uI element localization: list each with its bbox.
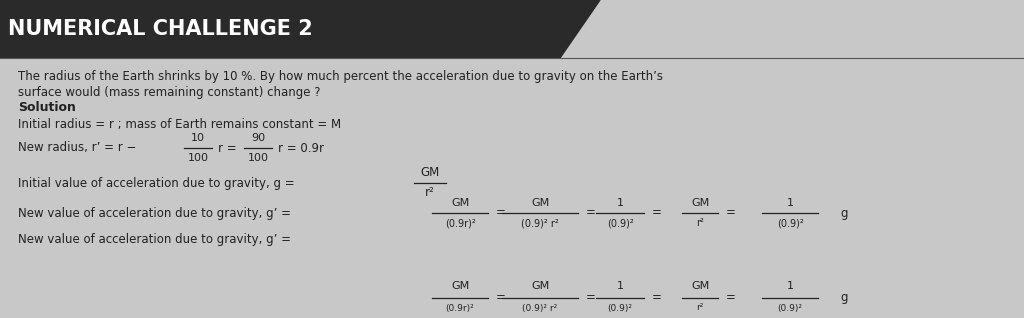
- Text: =: =: [496, 292, 506, 305]
- Text: 1: 1: [786, 281, 794, 291]
- Text: 1: 1: [616, 198, 624, 208]
- Text: (0.9r)²: (0.9r)²: [444, 218, 475, 228]
- Text: New radius, r’ = r −: New radius, r’ = r −: [18, 142, 136, 155]
- Text: 100: 100: [248, 153, 268, 163]
- Text: (0.9)²: (0.9)²: [776, 218, 804, 228]
- Text: =: =: [726, 292, 736, 305]
- Text: =: =: [726, 206, 736, 219]
- Text: The radius of the Earth shrinks by 10 %. By how much percent the acceleration du: The radius of the Earth shrinks by 10 %.…: [18, 70, 663, 83]
- Text: GM: GM: [530, 198, 549, 208]
- Text: surface would (mass remaining constant) change ?: surface would (mass remaining constant) …: [18, 86, 321, 99]
- Text: g: g: [840, 206, 848, 219]
- Text: 1: 1: [786, 198, 794, 208]
- Polygon shape: [0, 0, 600, 58]
- Text: (0.9)² r²: (0.9)² r²: [522, 303, 558, 313]
- Text: GM: GM: [421, 167, 439, 179]
- Text: =: =: [586, 206, 596, 219]
- Text: r =: r =: [218, 142, 237, 155]
- Text: r²: r²: [425, 186, 435, 199]
- Text: g: g: [840, 292, 848, 305]
- Text: Initial value of acceleration due to gravity, g =: Initial value of acceleration due to gra…: [18, 176, 295, 190]
- Text: Solution: Solution: [18, 101, 76, 114]
- Text: r²: r²: [696, 218, 703, 228]
- Text: Initial radius = r ; mass of Earth remains constant = M: Initial radius = r ; mass of Earth remai…: [18, 118, 341, 131]
- Text: NUMERICAL CHALLENGE 2: NUMERICAL CHALLENGE 2: [8, 19, 312, 39]
- Text: 90: 90: [251, 133, 265, 143]
- Text: New value of acceleration due to gravity, g’ =: New value of acceleration due to gravity…: [18, 206, 291, 219]
- Text: GM: GM: [451, 198, 469, 208]
- Text: New value of acceleration due to gravity, g’ =: New value of acceleration due to gravity…: [18, 233, 291, 246]
- Text: (0.9)² r²: (0.9)² r²: [521, 218, 559, 228]
- Text: GM: GM: [530, 281, 549, 291]
- Text: 10: 10: [191, 133, 205, 143]
- Text: (0.9r)²: (0.9r)²: [445, 303, 474, 313]
- Text: (0.9)²: (0.9)²: [607, 303, 633, 313]
- Text: =: =: [496, 206, 506, 219]
- Text: 100: 100: [187, 153, 209, 163]
- Text: =: =: [586, 292, 596, 305]
- Text: GM: GM: [451, 281, 469, 291]
- Text: (0.9)²: (0.9)²: [777, 303, 803, 313]
- Text: (0.9)²: (0.9)²: [606, 218, 634, 228]
- Text: 1: 1: [616, 281, 624, 291]
- Text: =: =: [652, 292, 662, 305]
- Text: GM: GM: [691, 198, 710, 208]
- Text: =: =: [652, 206, 662, 219]
- Text: GM: GM: [691, 281, 710, 291]
- Text: r = 0.9r: r = 0.9r: [278, 142, 324, 155]
- Text: r²: r²: [696, 303, 703, 313]
